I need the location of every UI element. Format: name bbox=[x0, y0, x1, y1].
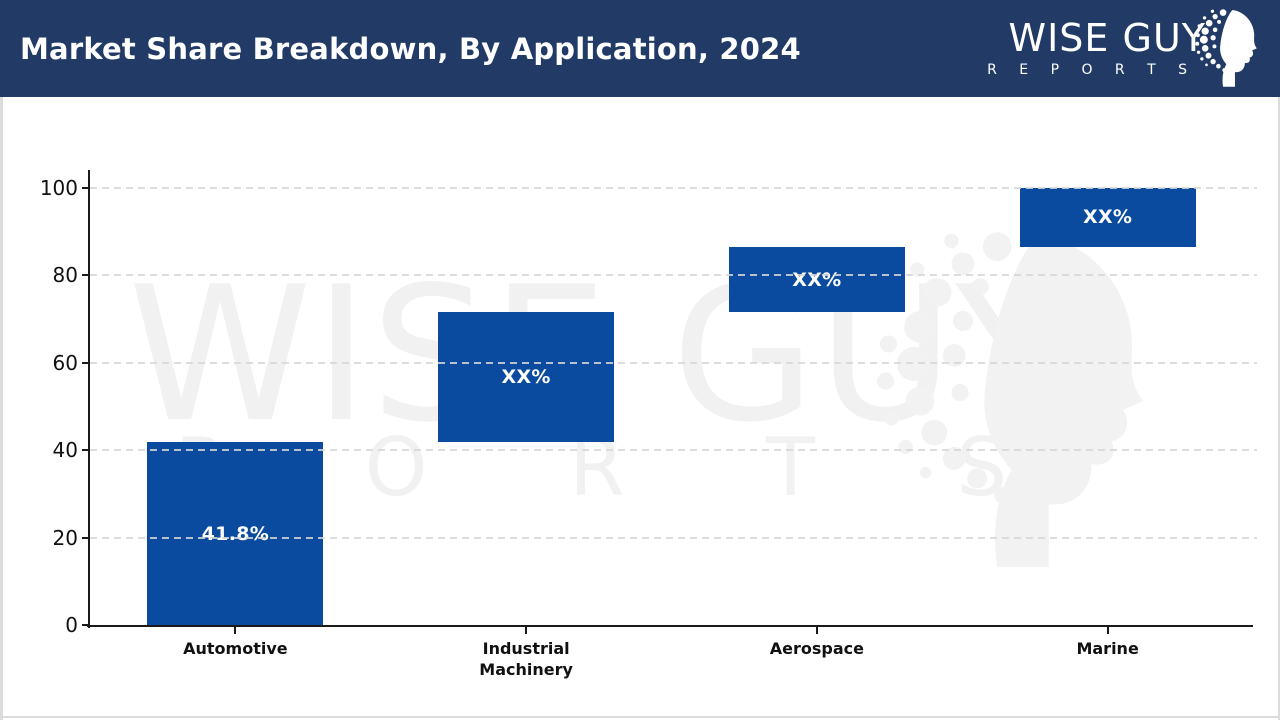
x-category-label: Marine bbox=[1076, 639, 1139, 658]
bar-value-label: XX% bbox=[1083, 206, 1133, 229]
x-tick-1 bbox=[234, 627, 237, 634]
content-right-border bbox=[1278, 97, 1280, 720]
header-bar: Market Share Breakdown, By Application, … bbox=[0, 0, 1280, 97]
bar-value-label: XX% bbox=[501, 366, 551, 389]
content-left-border bbox=[0, 97, 3, 720]
page-title: Market Share Breakdown, By Application, … bbox=[20, 31, 801, 66]
x-tick-3 bbox=[815, 627, 818, 634]
gridline-60 bbox=[90, 361, 1257, 364]
y-tick-label-100: 100 bbox=[39, 175, 78, 200]
x-category-label: Aerospace bbox=[769, 639, 864, 658]
y-tick-20 bbox=[82, 536, 89, 539]
y-tick-label-40: 40 bbox=[52, 438, 78, 462]
y-tick-80 bbox=[82, 274, 89, 276]
content-bottom-border bbox=[0, 716, 1280, 718]
bar-industrial-machinery: XX% bbox=[438, 312, 615, 443]
y-tick-0 bbox=[82, 624, 89, 626]
gridline-80 bbox=[90, 274, 1257, 276]
y-tick-40 bbox=[82, 449, 89, 451]
x-tick-2 bbox=[525, 627, 528, 634]
y-tick-60 bbox=[82, 361, 89, 364]
chart-area: 0 20 40 60 80 100 41.8% Automotive XX% Industrial… bbox=[0, 97, 1280, 720]
bar-value-label: 41.8% bbox=[201, 522, 270, 545]
logo-wordmark: WISE GUY bbox=[1008, 16, 1206, 60]
gridline-40 bbox=[90, 449, 1257, 451]
bar-value-label: XX% bbox=[792, 268, 842, 291]
x-axis bbox=[87, 625, 1253, 627]
gridline-20 bbox=[90, 536, 1257, 539]
x-tick-4 bbox=[1106, 627, 1109, 634]
logo-subtext: R E P O R T S bbox=[987, 62, 1196, 78]
bar-marine: XX% bbox=[1019, 187, 1196, 247]
wise-guy-logo: WISE GUY R E P O R T S bbox=[987, 6, 1266, 92]
y-tick-label-20: 20 bbox=[52, 525, 78, 550]
x-category-label: Automotive bbox=[183, 639, 288, 658]
y-tick-100 bbox=[82, 186, 89, 189]
bar-aerospace: XX% bbox=[728, 247, 905, 313]
y-tick-label-80: 80 bbox=[52, 263, 78, 287]
gridline-100 bbox=[90, 186, 1257, 189]
y-tick-label-0: 0 bbox=[65, 613, 78, 637]
logo-text: WISE GUY R E P O R T S bbox=[987, 19, 1206, 78]
y-axis bbox=[88, 170, 90, 628]
y-tick-label-60: 60 bbox=[52, 350, 78, 375]
bar-automotive: 41.8% bbox=[147, 442, 324, 625]
x-category-label: Industrial Machinery bbox=[479, 639, 573, 679]
